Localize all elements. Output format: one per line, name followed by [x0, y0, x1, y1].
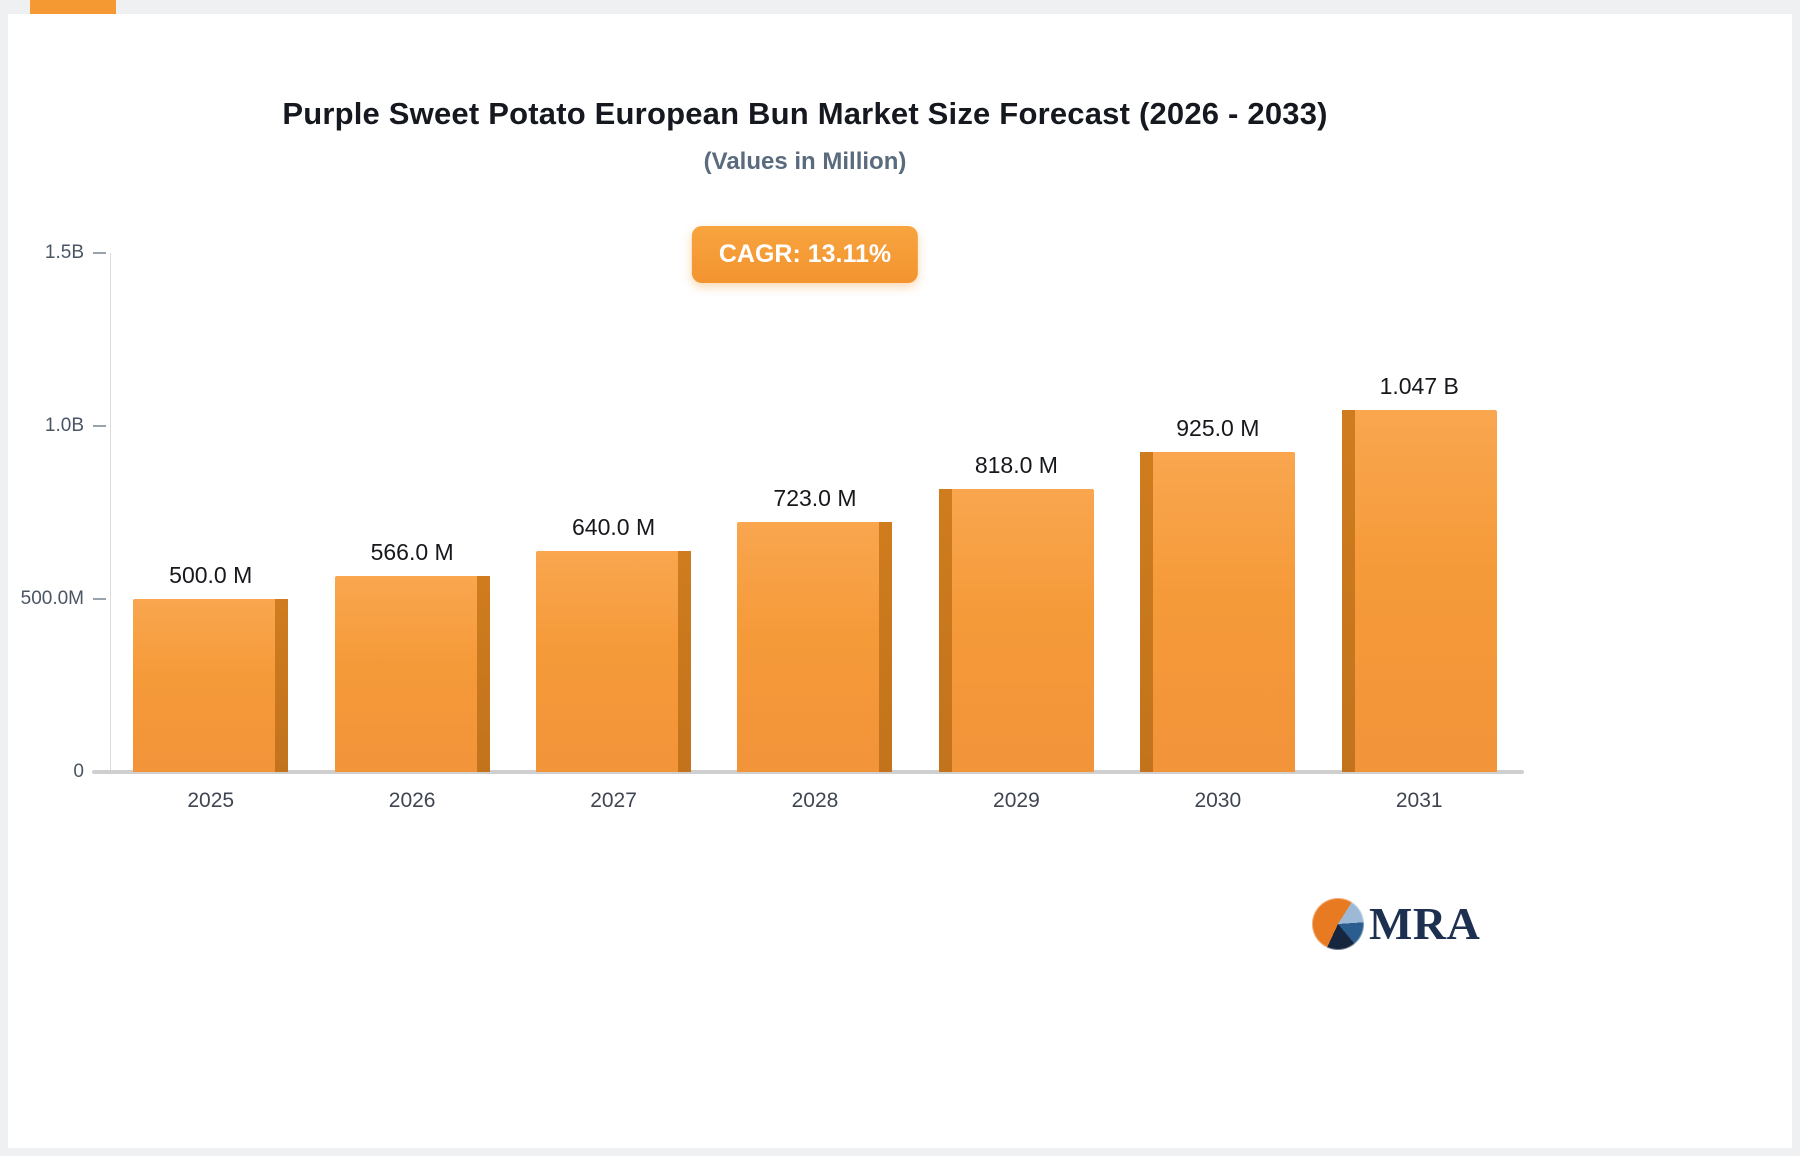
bar-side-shade: [1140, 451, 1154, 772]
bar-2030: 925.0 M: [1140, 415, 1296, 772]
y-tick: 500.0M: [21, 588, 106, 610]
bar-2031: 1.047 B: [1341, 373, 1497, 772]
bar-slot: 723.0 M 2028: [714, 253, 915, 812]
bar-side-shade: [476, 576, 490, 772]
mra-logo-pie-icon: [1312, 898, 1364, 950]
top-left-accent-bar: [30, 0, 116, 14]
x-axis-label: 2027: [590, 789, 637, 812]
bar-side-shade: [678, 550, 692, 772]
chart-title: Purple Sweet Potato European Bun Market …: [282, 96, 1328, 131]
x-axis-baseline: [92, 770, 1524, 774]
chart-subtitle: (Values in Million): [703, 148, 907, 175]
y-axis: 1.5B 1.0B 500.0M 0: [0, 242, 106, 782]
cagr-badge: CAGR: 13.11%: [691, 226, 919, 283]
x-axis-label: 2031: [1395, 789, 1443, 812]
y-tick-label: 1.0B: [44, 415, 84, 436]
bar-side-shade: [879, 521, 893, 772]
bar-side-shade: [938, 488, 952, 772]
bar-value-label: 723.0 M: [773, 484, 857, 511]
x-axis-label: 2025: [187, 789, 235, 812]
bar-side-shade: [275, 599, 289, 772]
bar-slot: 566.0 M 2026: [311, 253, 512, 812]
x-axis-label: 2028: [791, 789, 839, 812]
y-tick: 1.0B: [45, 415, 106, 437]
mra-logo-text: MRA: [1369, 898, 1481, 949]
x-axis-label: 2029: [993, 789, 1040, 812]
bar-value-label: 1.047 B: [1379, 372, 1459, 399]
bar-2028: 723.0 M: [737, 485, 893, 772]
bar-2025: 500.0 M: [133, 562, 289, 772]
bar-value-label: 566.0 M: [370, 539, 454, 566]
bar-slot: 818.0 M 2029: [916, 253, 1117, 812]
bar-2029: 818.0 M: [938, 452, 1094, 772]
y-axis-line: [110, 253, 111, 772]
bar-value-label: 500.0 M: [169, 562, 253, 588]
bar-value-label: 925.0 M: [1176, 414, 1260, 441]
bar-slot: 500.0 M 2025: [110, 253, 311, 812]
y-tick-mark: [93, 252, 106, 254]
y-tick-label: 1.5B: [44, 242, 84, 263]
y-tick-mark: [93, 425, 106, 427]
bar-2026: 566.0 M: [334, 539, 490, 772]
plot-area: 500.0 M 2025 566.0 M 2026 640.0 M 2027 723.0 M…: [110, 253, 1520, 812]
x-axis-label: 2030: [1194, 789, 1242, 812]
bar-slot: 925.0 M 2030: [1117, 253, 1318, 812]
bar-slot: 640.0 M 2027: [513, 253, 714, 812]
bar-slot: 1.047 B 2031: [1319, 253, 1520, 812]
bar-2027: 640.0 M: [536, 514, 692, 772]
bar-value-label: 818.0 M: [974, 451, 1058, 478]
y-tick: 1.5B: [45, 242, 106, 264]
mra-logo: MRA: [1312, 898, 1480, 950]
y-tick-mark: [93, 598, 106, 600]
bar-value-label: 640.0 M: [571, 513, 656, 540]
bar-side-shade: [1341, 409, 1355, 772]
y-tick-label: 0: [73, 761, 84, 782]
x-axis-label: 2026: [388, 789, 436, 812]
y-tick-label: 500.0M: [20, 588, 84, 609]
